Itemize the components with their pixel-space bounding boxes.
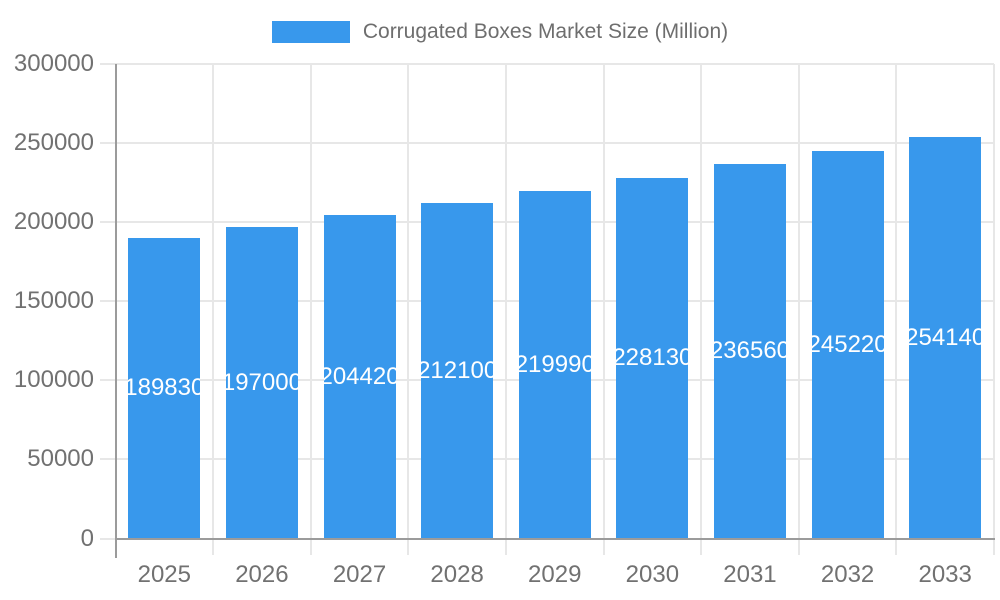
bar-value-label: 228130 xyxy=(616,344,689,372)
bar-2026[interactable]: 197000 xyxy=(225,226,298,539)
x-tick-label: 2029 xyxy=(528,561,582,588)
bar-value-label: 204420 xyxy=(323,362,396,390)
bar-value-label: 236560 xyxy=(713,337,786,365)
bar-2028[interactable]: 212100 xyxy=(421,203,494,539)
y-gridline xyxy=(99,142,994,145)
x-gridline xyxy=(212,64,215,555)
x-tick-label: 2025 xyxy=(137,561,191,588)
x-axis-line xyxy=(114,537,995,540)
y-tick-label: 50000 xyxy=(27,445,94,473)
x-tick-label: 2026 xyxy=(235,561,289,588)
bar-2027[interactable]: 204420 xyxy=(323,215,396,539)
x-gridline xyxy=(700,64,703,555)
legend-swatch xyxy=(271,21,350,43)
x-gridline xyxy=(504,64,507,555)
bar-value-label: 197000 xyxy=(225,368,298,396)
y-tick-label: 150000 xyxy=(13,287,94,315)
bar-2032[interactable]: 245220 xyxy=(811,150,884,539)
y-tick-label: 200000 xyxy=(13,208,94,236)
legend-label: Corrugated Boxes Market Size (Million) xyxy=(362,20,729,43)
x-gridline xyxy=(895,64,898,555)
bar-2025[interactable]: 189830 xyxy=(128,238,201,539)
x-gridline xyxy=(993,64,995,555)
y-tick-label: 100000 xyxy=(13,366,94,394)
bar-value-label: 219990 xyxy=(518,350,591,378)
bar-value-label: 245220 xyxy=(811,330,884,358)
x-tick-label: 2030 xyxy=(625,561,680,588)
bar-value-label: 212100 xyxy=(421,356,494,384)
x-tick-label: 2032 xyxy=(820,561,875,588)
bar-2029[interactable]: 219990 xyxy=(518,190,591,539)
bar-2033[interactable]: 254140 xyxy=(909,136,982,539)
x-tick-label: 2033 xyxy=(918,561,972,588)
x-tick-label: 2027 xyxy=(332,561,387,588)
y-tick-label: 250000 xyxy=(13,129,94,157)
y-axis-line xyxy=(114,64,117,558)
y-tick-label: 300000 xyxy=(13,50,94,77)
chart-legend[interactable]: Corrugated Boxes Market Size (Million) xyxy=(0,20,1000,44)
y-tick-label: 0 xyxy=(80,524,94,552)
bar-value-label: 254140 xyxy=(909,323,982,351)
bar-2031[interactable]: 236560 xyxy=(713,164,786,539)
bar-value-label: 189830 xyxy=(128,374,201,402)
x-gridline xyxy=(309,64,312,555)
x-gridline xyxy=(602,64,605,555)
y-gridline xyxy=(99,63,994,65)
bar-2030[interactable]: 228130 xyxy=(616,177,689,539)
x-gridline xyxy=(407,64,410,555)
x-tick-label: 2031 xyxy=(723,561,777,588)
x-gridline xyxy=(797,64,800,555)
x-tick-label: 2028 xyxy=(430,561,484,588)
